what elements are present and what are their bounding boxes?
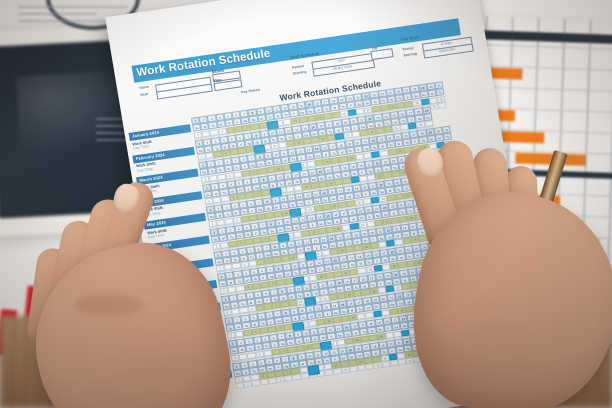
background-text-lines-top: [18, 6, 128, 27]
left-knuckle-shade: [74, 294, 144, 316]
right-hand: [398, 137, 612, 408]
highlight-marker[interactable]: [307, 365, 320, 376]
left-hand: [17, 176, 252, 408]
